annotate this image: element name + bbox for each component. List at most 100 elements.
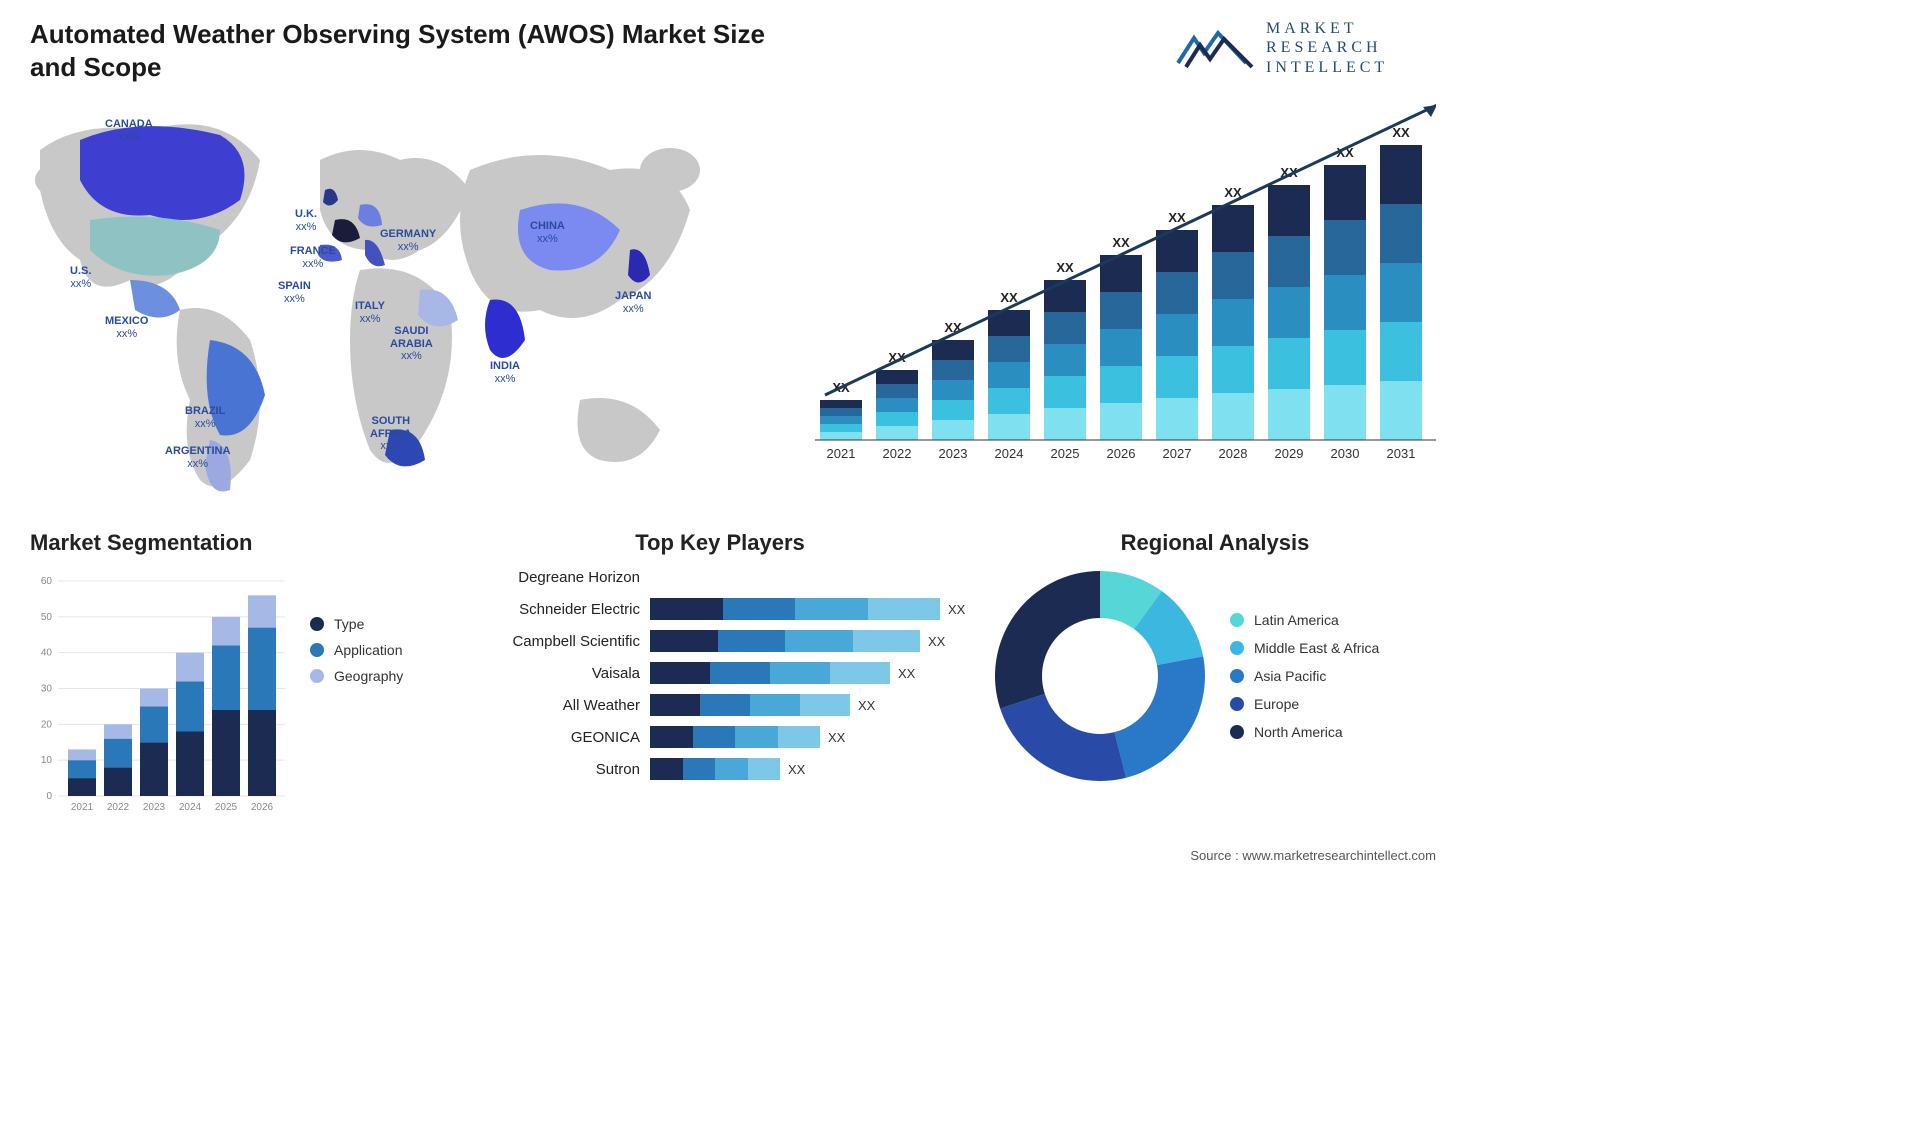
player-row: All Weather XX [470,692,970,718]
logo-line3: INTELLECT [1266,58,1388,77]
svg-text:0: 0 [46,791,52,802]
player-value: XX [788,762,805,777]
source-text: Source : www.marketresearchintellect.com [1190,848,1436,863]
svg-text:XX: XX [1168,210,1186,225]
player-name: Schneider Electric [470,601,650,618]
svg-text:2027: 2027 [1163,446,1192,461]
segmentation-title: Market Segmentation [30,530,450,556]
map-label-spain: SPAINxx% [278,280,311,305]
regional-donut [990,566,1210,786]
player-row: Schneider Electric XX [470,596,970,622]
map-label-italy: ITALYxx% [355,300,385,325]
player-value: XX [928,634,945,649]
regional-legend: Latin AmericaMiddle East & AfricaAsia Pa… [1230,600,1379,752]
segmentation-legend: Type Application Geography [310,606,403,694]
logo-line2: RESEARCH [1266,38,1388,57]
svg-text:20: 20 [41,719,53,730]
player-name: All Weather [470,697,650,714]
regional-legend-item: Europe [1230,696,1379,712]
svg-text:2025: 2025 [1051,446,1080,461]
svg-text:40: 40 [41,648,53,659]
map-label-india: INDIAxx% [490,360,520,385]
player-row: GEONICA XX [470,724,970,750]
svg-text:2025: 2025 [215,802,238,813]
svg-text:2021: 2021 [71,802,94,813]
player-value: XX [858,698,875,713]
map-label-canada: CANADAxx% [105,118,153,143]
segmentation-chart: 0 10 20 30 40 50 60 2021 2022 2023 2024 2025 2026 [30,566,290,826]
map-label-france: FRANCExx% [290,245,336,270]
svg-text:2022: 2022 [883,446,912,461]
logo-icon [1176,23,1256,73]
svg-text:2029: 2029 [1275,446,1304,461]
player-row: Sutron XX [470,756,970,782]
map-label-germany: GERMANYxx% [380,228,436,253]
map-label-mexico: MEXICOxx% [105,315,148,340]
seg-legend-item: Geography [310,668,403,684]
player-row: Campbell Scientific XX [470,628,970,654]
player-name: Degreane Horizon [470,569,650,586]
svg-text:XX: XX [1392,125,1410,140]
regional-title: Regional Analysis [990,530,1440,556]
player-row: Degreane Horizon [470,564,970,590]
growth-chart: XX2021XX2022XX2023XX2024XX2025XX2026XX20… [796,100,1436,480]
svg-text:60: 60 [41,576,53,587]
player-name: Campbell Scientific [470,633,650,650]
player-name: Sutron [470,761,650,778]
player-value: XX [948,602,965,617]
player-name: Vaisala [470,665,650,682]
map-label-safrica: SOUTHAFRICAxx% [370,415,412,453]
regional-legend-item: North America [1230,724,1379,740]
svg-text:2026: 2026 [1107,446,1136,461]
svg-text:2024: 2024 [995,446,1024,461]
players-rows: Degreane HorizonSchneider ElectricXXCamp… [470,564,970,782]
player-bar [650,758,780,780]
segmentation-section: Market Segmentation 0 10 20 30 40 50 60 2021 202… [30,530,450,831]
regional-legend-item: Middle East & Africa [1230,640,1379,656]
player-value: XX [828,730,845,745]
svg-text:2023: 2023 [143,802,166,813]
page-title: Automated Weather Observing System (AWOS… [30,18,810,83]
svg-text:XX: XX [1056,260,1074,275]
logo: MARKET RESEARCH INTELLECT [1176,18,1436,78]
player-bar [650,598,940,620]
players-section: Top Key Players Degreane Horizon Schneide… [470,530,970,788]
svg-text:2022: 2022 [107,802,130,813]
player-bar [650,726,820,748]
growth-chart-svg: XX2021XX2022XX2023XX2024XX2025XX2026XX20… [796,100,1436,480]
svg-text:30: 30 [41,684,53,695]
regional-section: Regional Analysis Latin AmericaMiddle Ea… [990,530,1440,786]
player-bar [650,662,890,684]
svg-text:XX: XX [1112,235,1130,250]
svg-text:50: 50 [41,612,53,623]
map-label-argentina: ARGENTINAxx% [165,445,230,470]
svg-text:2021: 2021 [827,446,856,461]
logo-line1: MARKET [1266,19,1388,38]
player-name: GEONICA [470,729,650,746]
world-map: CANADAxx% U.S.xx% MEXICOxx% BRAZILxx% ARGENT… [20,100,710,500]
player-bar [650,694,850,716]
player-bar [650,630,920,652]
svg-text:2031: 2031 [1387,446,1416,461]
logo-text: MARKET RESEARCH INTELLECT [1266,19,1388,77]
svg-text:2028: 2028 [1219,446,1248,461]
svg-text:XX: XX [1000,290,1018,305]
svg-text:10: 10 [41,755,53,766]
map-label-saudi: SAUDIARABIAxx% [390,325,433,363]
players-title: Top Key Players [470,530,970,556]
map-label-uk: U.K.xx% [295,208,317,233]
svg-text:2023: 2023 [939,446,968,461]
svg-text:2026: 2026 [251,802,274,813]
page-title-area: Automated Weather Observing System (AWOS… [30,18,810,83]
map-label-japan: JAPANxx% [615,290,651,315]
map-label-us: U.S.xx% [70,265,91,290]
svg-text:2024: 2024 [179,802,202,813]
map-label-china: CHINAxx% [530,220,565,245]
map-label-brazil: BRAZILxx% [185,405,225,430]
player-row: Vaisala XX [470,660,970,686]
svg-text:2030: 2030 [1331,446,1360,461]
regional-legend-item: Asia Pacific [1230,668,1379,684]
seg-legend-item: Application [310,642,403,658]
player-value: XX [898,666,915,681]
seg-legend-item: Type [310,616,403,632]
